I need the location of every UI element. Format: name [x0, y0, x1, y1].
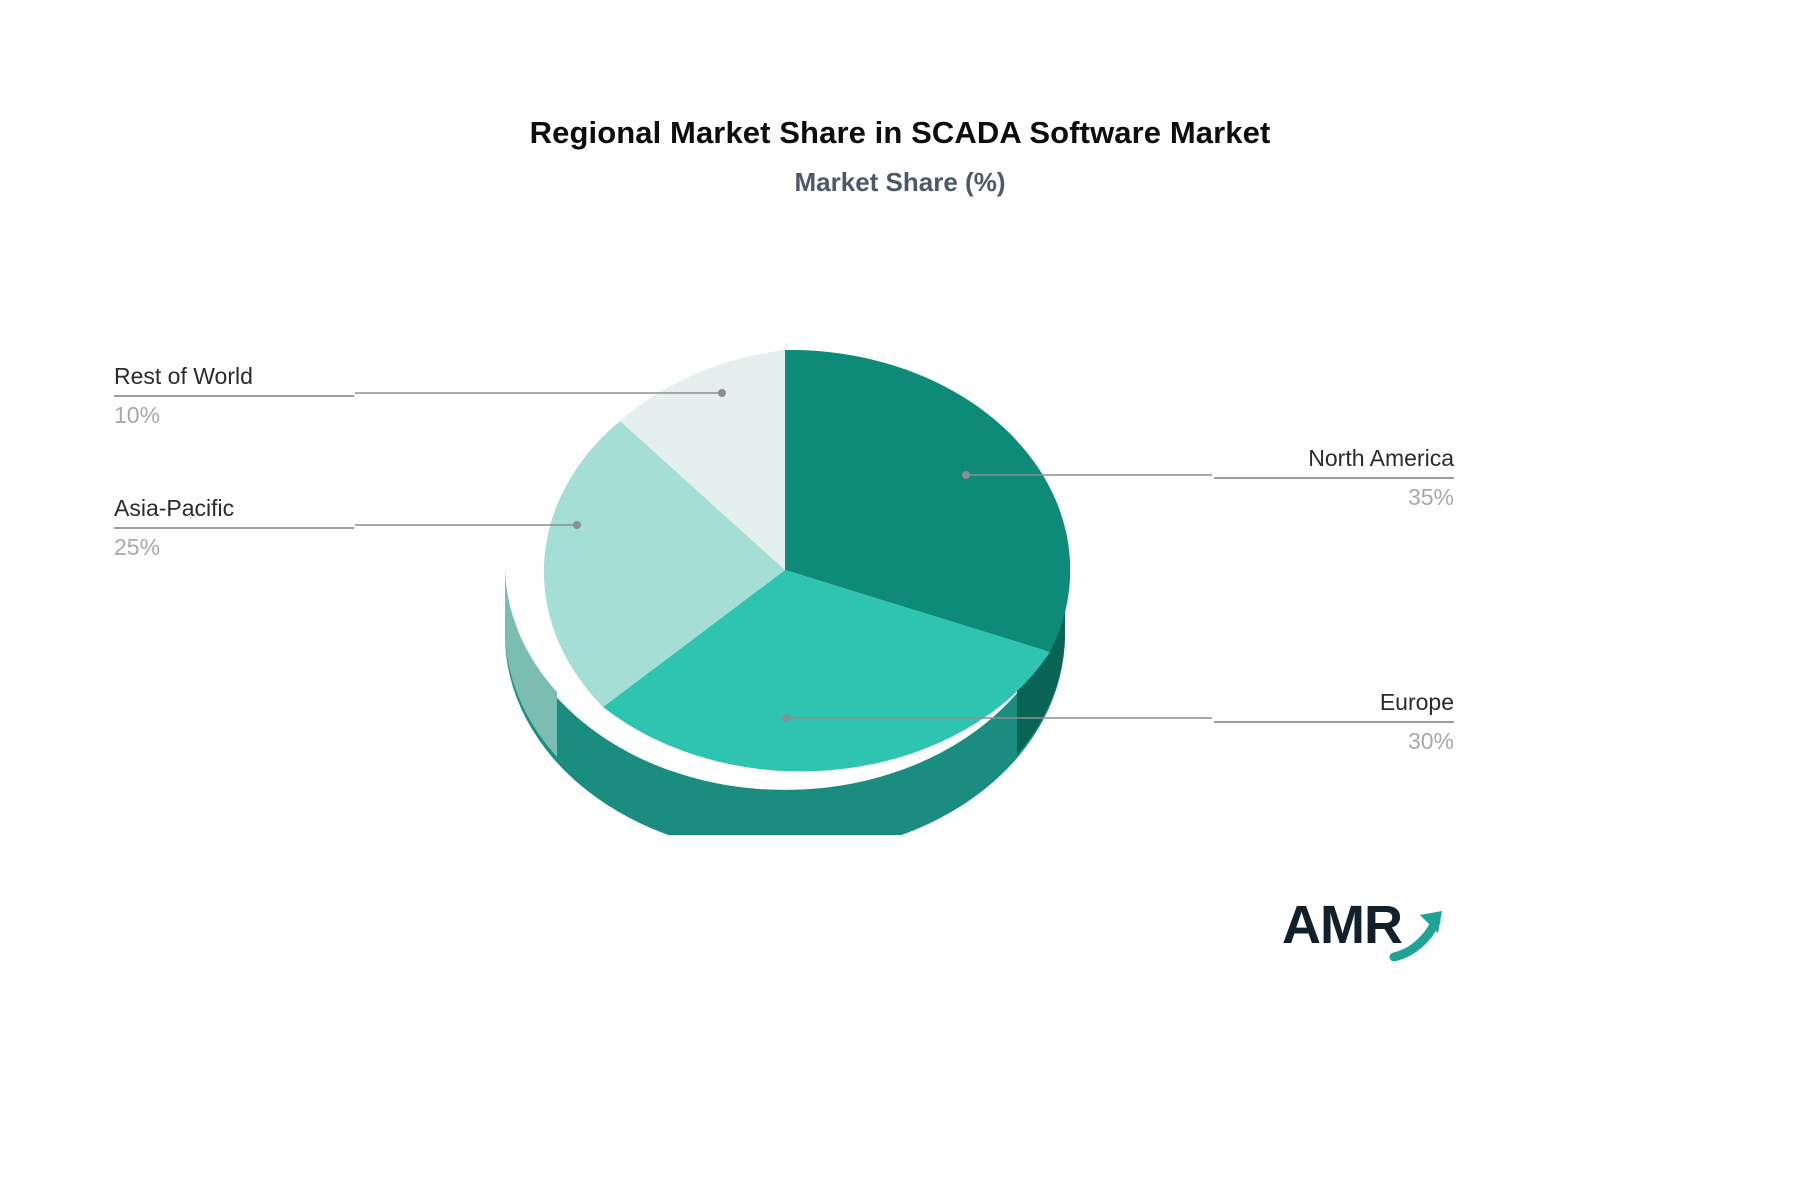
callout-rule-rest-of-world	[114, 395, 354, 397]
callout-rest-of-world[interactable]: Rest of World 10%	[114, 362, 354, 429]
slice-rest-of-world[interactable]	[620, 350, 785, 570]
callout-rule-north-america	[1214, 477, 1454, 479]
amr-logo: AMR	[1282, 895, 1457, 965]
callout-rule-europe	[1214, 721, 1454, 723]
callout-value-asia-pacific: 25%	[114, 534, 161, 560]
chart-title: Regional Market Share in SCADA Software …	[529, 115, 1271, 150]
amr-logo-text: AMR	[1282, 895, 1403, 955]
callout-label-north-america: North America	[1308, 445, 1454, 471]
callout-asia-pacific[interactable]: Asia-Pacific 25%	[114, 494, 354, 561]
chart-subtitle: Market Share (%)	[794, 167, 1006, 197]
callout-rule-asia-pacific	[114, 527, 354, 529]
callout-value-rest-of-world: 10%	[114, 402, 161, 428]
depth-europe	[505, 570, 1065, 835]
callout-label-europe: Europe	[1379, 689, 1454, 715]
callout-value-europe: 30%	[1407, 728, 1454, 754]
callout-label-rest-of-world: Rest of World	[114, 363, 253, 389]
callout-north-america[interactable]: North America 35%	[1214, 444, 1454, 511]
pie-svg	[505, 349, 1070, 835]
pie-chart	[500, 325, 1070, 835]
callout-value-north-america: 35%	[1407, 484, 1454, 510]
slice-asia-pacific[interactable]	[543, 421, 785, 707]
callout-label-asia-pacific: Asia-Pacific	[114, 495, 235, 521]
slice-north-america[interactable]	[785, 349, 1070, 652]
amr-arrow-icon	[1389, 911, 1442, 962]
depth-asia-pacific	[505, 570, 557, 757]
callout-europe[interactable]: Europe 30%	[1214, 688, 1454, 755]
slice-europe[interactable]	[603, 570, 1050, 772]
pie-top-face	[543, 349, 1070, 772]
